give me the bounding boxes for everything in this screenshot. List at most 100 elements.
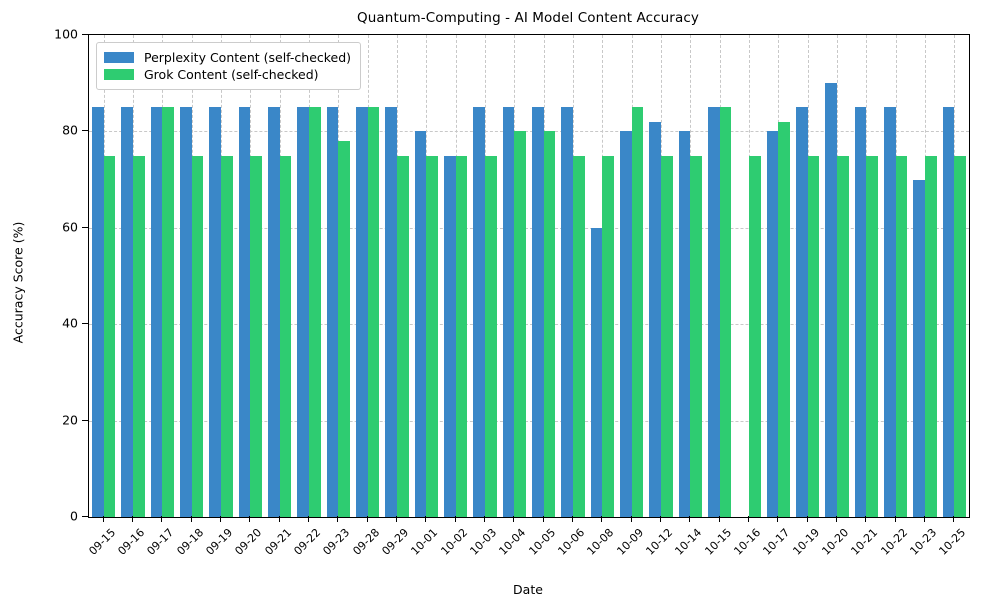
y-axis-tick-labels: 0 20 40 60 80 100: [0, 0, 78, 600]
bar: [297, 107, 309, 517]
bar: [825, 83, 837, 517]
bar: [179, 107, 192, 517]
bar: [807, 155, 820, 517]
bar: [837, 155, 849, 517]
bar: [631, 107, 644, 517]
x-axis-tick: [748, 516, 749, 522]
y-axis-tick: [82, 34, 88, 35]
x-axis-tick: [190, 516, 192, 522]
x-axis-tick: [337, 516, 339, 522]
x-axis-tick: [924, 516, 925, 522]
bar: [561, 107, 573, 517]
bar: [895, 155, 908, 517]
x-axis-tick: [601, 516, 603, 522]
x-axis-tick-label: 10-09: [614, 526, 646, 558]
x-axis-tick: [718, 516, 720, 522]
bar: [367, 107, 380, 517]
x-axis-tick: [953, 516, 955, 522]
legend-label: Perplexity Content (self-checked): [144, 50, 352, 65]
bar: [385, 107, 397, 517]
bar: [649, 121, 661, 517]
bar: [103, 155, 116, 517]
x-axis-tick: [572, 516, 573, 522]
gridline-horizontal: [89, 324, 969, 326]
y-axis-tick-label: 20: [62, 412, 78, 428]
x-axis-tick: [220, 516, 221, 522]
bar: [707, 107, 720, 517]
bar: [355, 107, 368, 517]
x-axis-tick-label: 10-15: [702, 526, 734, 558]
bar: [326, 107, 339, 517]
x-axis-tick-label: 10-04: [496, 526, 529, 558]
plot-axes: [88, 34, 970, 518]
x-axis-tick: [513, 516, 515, 522]
x-axis-tick: [278, 516, 280, 522]
bar: [250, 155, 263, 517]
x-axis-tick: [777, 516, 779, 522]
y-axis-tick: [82, 516, 88, 517]
gridline-horizontal: [89, 420, 969, 422]
bar: [221, 155, 233, 517]
bar: [590, 227, 603, 517]
bar: [531, 107, 544, 517]
bar: [514, 131, 527, 517]
bar: [121, 107, 133, 517]
bar: [778, 121, 791, 517]
y-axis-tick: [82, 419, 88, 421]
bar: [455, 155, 468, 517]
x-axis-tick: [689, 516, 691, 522]
x-axis-tick-label: 10-05: [526, 526, 558, 558]
bar: [866, 155, 879, 517]
x-axis-tick: [894, 516, 896, 522]
bar: [309, 107, 321, 517]
x-axis-tick: [425, 516, 427, 522]
bar: [397, 155, 409, 517]
bar: [338, 141, 351, 517]
bar: [749, 155, 761, 517]
bar: [91, 107, 104, 517]
y-axis-tick: [82, 226, 88, 228]
bar: [133, 155, 145, 517]
x-axis-tick: [836, 516, 837, 522]
x-axis-tick-label: 10-17: [760, 526, 793, 558]
legend-entry[interactable]: Perplexity Content (self-checked): [104, 49, 351, 66]
x-axis-tick: [660, 516, 661, 522]
bar: [619, 131, 632, 517]
bar: [719, 107, 732, 517]
bar: [502, 107, 515, 517]
bar: [661, 155, 673, 517]
bar: [267, 107, 280, 517]
bar: [954, 155, 967, 517]
x-axis-tick-label: 09-15: [86, 526, 118, 558]
x-axis-tick-label: 10-01: [408, 526, 441, 558]
x-axis-tick-label: 09-23: [320, 526, 353, 558]
y-axis-tick-label: 40: [62, 315, 78, 331]
y-axis-tick-label: 80: [62, 122, 78, 138]
legend-entry[interactable]: Grok Content (self-checked): [104, 66, 351, 83]
chart-title: Quantum-Computing - AI Model Content Acc…: [357, 10, 699, 26]
bar: [162, 107, 175, 517]
x-axis-tick-label: 10-25: [936, 526, 969, 558]
bar: [883, 107, 896, 517]
bar: [443, 155, 456, 517]
bar: [766, 131, 779, 517]
bar: [485, 155, 497, 517]
bar: [795, 107, 808, 517]
x-axis-tick-label: 10-02: [438, 526, 470, 558]
y-axis-tick-label: 100: [54, 26, 78, 42]
bar: [913, 179, 925, 517]
bar: [279, 155, 292, 517]
x-axis-tick: [249, 516, 251, 522]
y-axis-tick-label: 0: [70, 508, 78, 524]
x-axis-title: Date: [513, 582, 543, 597]
bar: [678, 131, 691, 517]
bar: [854, 107, 867, 517]
bar: [191, 155, 204, 517]
x-axis-tick: [308, 516, 309, 522]
x-axis-tick: [865, 516, 867, 522]
x-axis-tick: [396, 516, 397, 522]
bar: [238, 107, 251, 517]
gridline-horizontal: [89, 227, 969, 229]
bar: [942, 107, 955, 517]
